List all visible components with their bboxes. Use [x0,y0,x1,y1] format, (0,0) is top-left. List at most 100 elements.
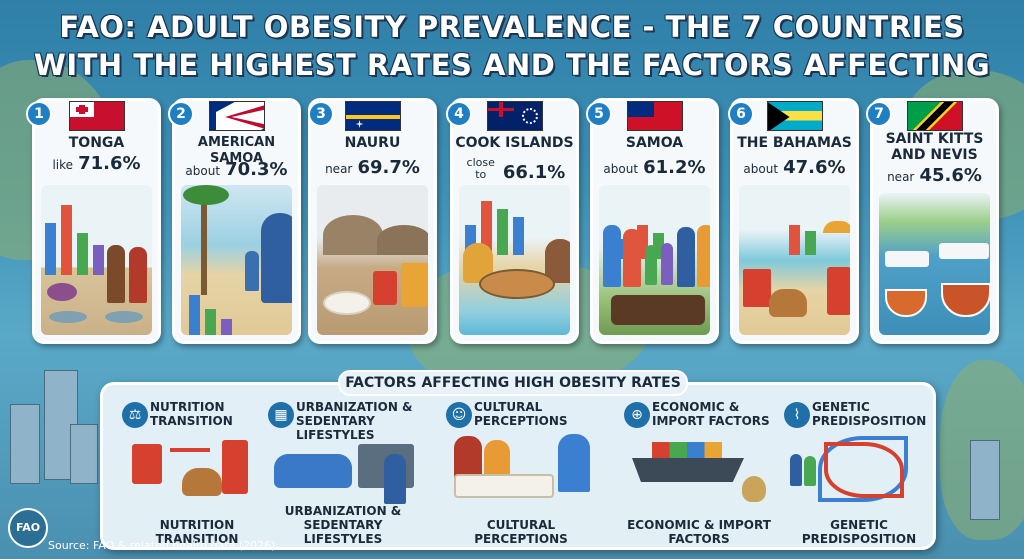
factor-heading: ▦ URBANIZATION & SEDENTARY LIFESTYLES [264,398,422,442]
people-figure [677,227,695,287]
country-rate: near 45.6% [873,165,996,186]
bar-red [637,225,648,259]
dna-icon: ⌇ [784,402,810,428]
rate-value: 61.2% [643,157,706,178]
factor-caption: NUTRITION TRANSITION [155,518,239,546]
rate-value: 45.6% [919,165,982,186]
scale-icon: ⚖ [122,402,148,428]
cargo-ship-icon [632,458,744,482]
title-line-1: FAO: ADULT OBESITY PREVALENCE - THE 7 CO… [59,10,965,44]
bahamas-scene [739,185,850,335]
country-card-nauru: NAURU near 69.7% [308,98,437,344]
rate-value: 69.7% [357,157,420,178]
american-samoa-flag-icon [208,101,265,131]
factor-heading: ⌇ GENETIC PREDISPOSITION [780,398,938,432]
fish-icon [49,311,87,323]
country-card-samoa: SAMOA about 61.2% [590,98,719,344]
people-figure [603,225,621,287]
country-card-the-bahamas: THE BAHAMAS about 47.6% [730,98,859,344]
dining-table-icon [454,474,554,498]
rate-value: 70.3% [225,159,288,180]
rate-prefix: about [743,162,779,176]
factor-heading: ⊕ ECONOMIC & IMPORT FACTORS [620,398,778,432]
rate-prefix: like [52,158,74,172]
canned-food-icon [373,271,397,305]
factor-caption: URBANIZATION & SEDENTARY LIFESTYLES [284,504,402,546]
country-rate: about 47.6% [733,157,856,178]
rank-badge: 6 [728,101,754,127]
dna-helix-icon [824,442,904,498]
container-stack [652,442,722,458]
people-figure [645,245,657,285]
rank-badge: 1 [26,101,52,127]
bar-graphic [465,185,535,255]
burger-icon [182,468,222,496]
factor-caption: CULTURAL PERCEPTIONS [474,518,568,546]
car-icon [274,454,352,488]
building-icon [970,440,1000,520]
saint-kitts-scene [879,193,990,335]
cargo-ship-illustration [628,434,770,510]
food-bowl-icon [941,283,990,317]
page-title: FAO: ADULT OBESITY PREVALENCE - THE 7 CO… [0,8,1024,84]
rank-badge: 5 [586,101,612,127]
umbrella-icon [823,221,850,233]
food-platter [479,269,555,299]
bar-green [205,309,216,335]
bar-green [497,209,508,255]
factor-caption: ECONOMIC & IMPORT FACTORS [627,518,771,546]
rank-badge: 3 [308,101,334,127]
country-name: THE BAHAMAS [737,135,852,151]
bar-purple [221,319,232,335]
building-icon [10,404,40,484]
country-name: COOK ISLANDS [455,135,574,151]
rate-prefix: near [325,162,353,176]
rank-badge: 7 [866,101,892,127]
bar-blue [513,217,524,255]
bar-green [77,233,88,275]
tonga-scene [41,185,152,335]
rank-badge: 4 [446,101,472,127]
nauru-scene [317,185,428,335]
bar-blue [189,295,200,335]
country-rate: about 61.2% [593,157,716,178]
factor-heading: ⚖ NUTRITION TRANSITION [118,398,276,432]
people-figure [790,454,802,486]
cook-islands-flag-icon [486,101,543,131]
bar-red [481,201,492,255]
soda-cup-icon [222,440,248,494]
people-figure [804,456,816,486]
canned-food-icon [401,263,428,307]
cruise-ship-icon [939,243,989,259]
dna-illustration [788,434,930,510]
factor-cultural-perceptions: ☺ CULTURAL PERCEPTIONS CULTURAL PERCEPTI… [442,392,600,548]
arrow-icon [170,448,210,452]
country-name: SAMOA [625,135,684,151]
people-figure [661,243,673,285]
bar-graphic [189,265,259,335]
country-rate: close to 66.1% [453,157,576,184]
source-note: Source: FAO & related health data (2026) [48,539,276,552]
fries-icon [743,269,771,307]
people-figure [129,247,147,303]
rate-value: 47.6% [783,157,846,178]
people-figure [245,251,259,291]
country-card-tonga: TONGA like 71.6% [32,98,161,344]
factor-title: GENETIC PREDISPOSITION [812,400,927,428]
rate-value: 66.1% [502,162,566,183]
factor-title: URBANIZATION & SEDENTARY LIFESTYLES [296,400,413,442]
rate-value: 71.6% [78,153,141,174]
country-rate: near 69.7% [311,157,434,178]
factor-caption: GENETIC PREDISPOSITION [801,518,917,546]
bar-purple [93,245,104,275]
rock-hill [323,215,383,255]
people-figure [558,434,590,492]
cook-islands-scene [459,185,570,335]
factor-title: CULTURAL PERCEPTIONS [474,400,568,428]
dna-helix-icon [818,436,908,502]
fries-icon [132,444,162,484]
tonga-flag-icon [68,101,125,131]
money-bag-icon [742,476,766,502]
people-figure [623,229,641,287]
factor-urbanization: ▦ URBANIZATION & SEDENTARY LIFESTYLES UR… [264,392,422,548]
